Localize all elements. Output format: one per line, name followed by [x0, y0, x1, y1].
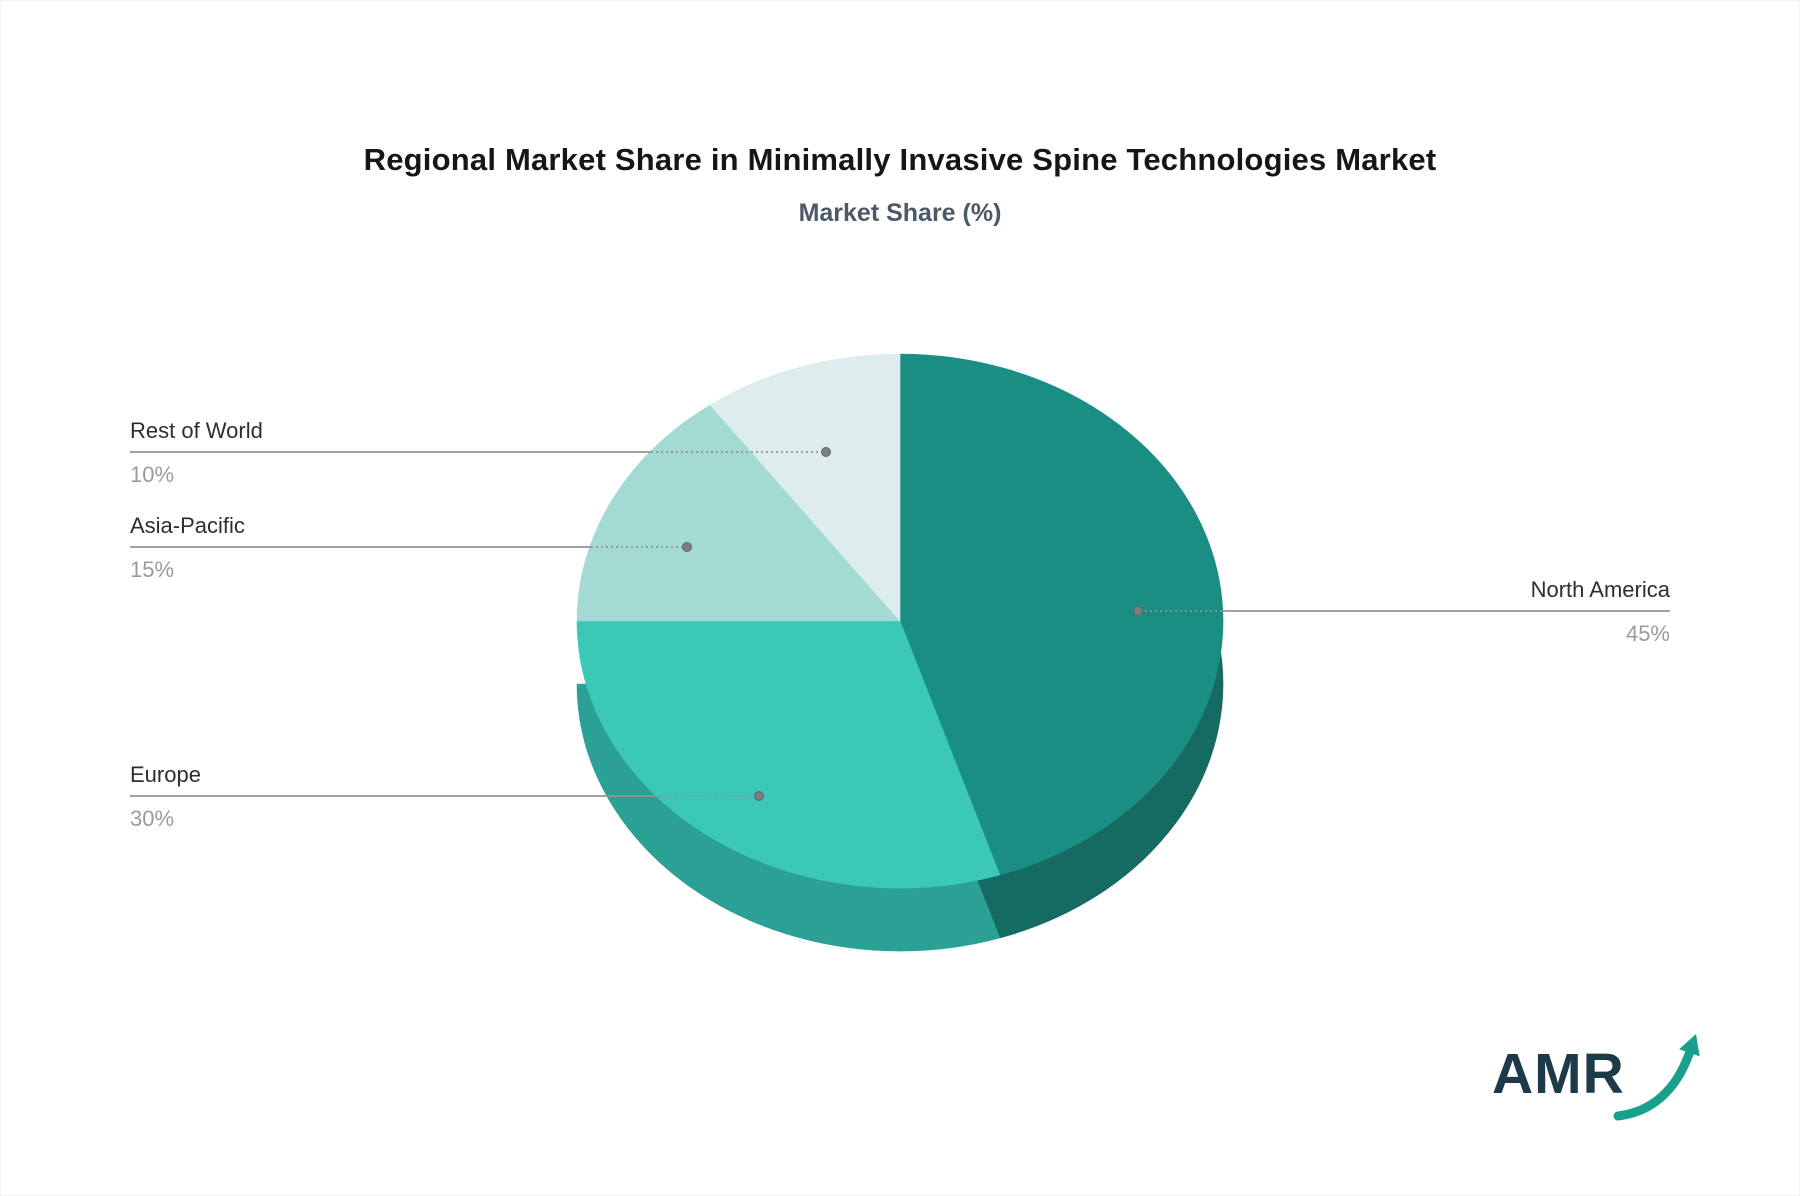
callout-label-rest-of-world: Rest of World — [130, 418, 263, 443]
callout-dot — [682, 542, 692, 552]
callout-label-europe: Europe — [130, 762, 201, 787]
callout-label-asia-pacific: Asia-Pacific — [130, 513, 245, 538]
callout-value-europe: 30% — [130, 806, 175, 831]
pie-slice-rest-of-world — [709, 353, 901, 622]
pie-slice-europe — [576, 620, 1001, 889]
chart-subtitle: Market Share (%) — [798, 199, 1002, 227]
amr-logo: AMR — [1492, 1034, 1732, 1140]
callout-value-north-america: 45% — [1625, 621, 1670, 646]
callout-label-north-america: North America — [1530, 577, 1670, 602]
chart-title: Regional Market Share in Minimally Invas… — [363, 142, 1437, 177]
callout-dot — [1133, 606, 1143, 616]
callout-value-rest-of-world: 10% — [130, 462, 175, 487]
amr-logo-text: AMR — [1492, 1042, 1625, 1106]
pie-slice-asia-pacific — [576, 404, 901, 622]
amr-logo-arrow-icon — [1613, 1034, 1700, 1121]
callout-dot — [821, 447, 831, 457]
callout-dot — [754, 791, 764, 801]
pie-slice-north-america — [899, 353, 1224, 876]
callout-value-asia-pacific: 15% — [130, 557, 175, 582]
